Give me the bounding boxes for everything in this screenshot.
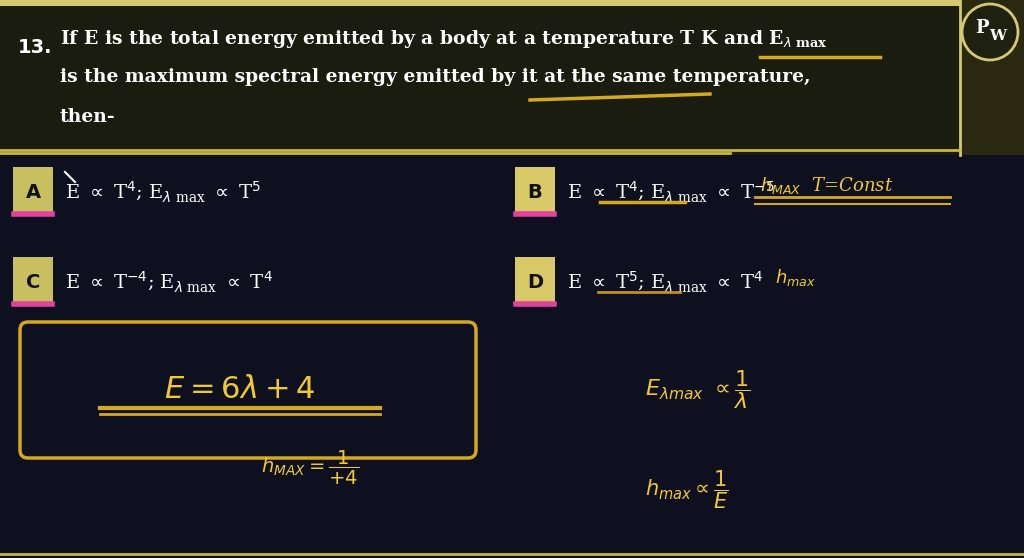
Text: $h_{MAX}$  T=Const: $h_{MAX}$ T=Const (760, 175, 893, 195)
Text: is the maximum spectral energy emitted by it at the same temperature,: is the maximum spectral energy emitted b… (60, 68, 811, 86)
FancyBboxPatch shape (515, 167, 555, 213)
Text: D: D (527, 272, 543, 291)
FancyBboxPatch shape (961, 0, 1024, 155)
Text: E $\propto$ T$^{5}$; E$_{\lambda\ \mathregular{max}}$ $\propto$ T$^{4}$: E $\propto$ T$^{5}$; E$_{\lambda\ \mathr… (567, 270, 764, 295)
FancyBboxPatch shape (13, 167, 53, 213)
FancyBboxPatch shape (0, 155, 1024, 558)
Text: E $\propto$ T$^{-4}$; E$_{\lambda\ \mathregular{max}}$ $\propto$ T$^{4}$: E $\propto$ T$^{-4}$; E$_{\lambda\ \math… (65, 270, 273, 295)
Text: then-: then- (60, 108, 116, 126)
FancyBboxPatch shape (515, 257, 555, 303)
Text: $E = 6\lambda + 4$: $E = 6\lambda + 4$ (165, 374, 315, 406)
Text: B: B (527, 182, 543, 201)
Text: W: W (989, 29, 1007, 43)
Text: $E_{\lambda max}\ \propto \dfrac{1}{\lambda}$: $E_{\lambda max}\ \propto \dfrac{1}{\lam… (645, 368, 751, 411)
FancyBboxPatch shape (13, 257, 53, 303)
FancyBboxPatch shape (0, 0, 1024, 6)
Text: $h_{max} \propto \dfrac{1}{E}$: $h_{max} \propto \dfrac{1}{E}$ (645, 469, 729, 511)
Text: E $\propto$ T$^{4}$; E$_{\lambda\ \mathregular{max}}$ $\propto$ T$^{-5}$: E $\propto$ T$^{4}$; E$_{\lambda\ \mathr… (567, 180, 775, 205)
Text: E $\propto$ T$^{4}$; E$_{\lambda\ \mathregular{max}}$ $\propto$ T$^{5}$: E $\propto$ T$^{4}$; E$_{\lambda\ \mathr… (65, 180, 261, 205)
FancyBboxPatch shape (0, 0, 1024, 155)
Text: If E is the total energy emitted by a body at a temperature T K and E$_{\lambda\: If E is the total energy emitted by a bo… (60, 28, 827, 50)
Text: C: C (26, 272, 40, 291)
Text: $h_{max}$: $h_{max}$ (775, 267, 816, 288)
Text: P: P (975, 19, 989, 37)
Text: 13.: 13. (18, 38, 52, 57)
Text: $h_{MAX} = \dfrac{1}{+4}$: $h_{MAX} = \dfrac{1}{+4}$ (261, 449, 359, 487)
Circle shape (962, 4, 1018, 60)
Text: A: A (26, 182, 41, 201)
